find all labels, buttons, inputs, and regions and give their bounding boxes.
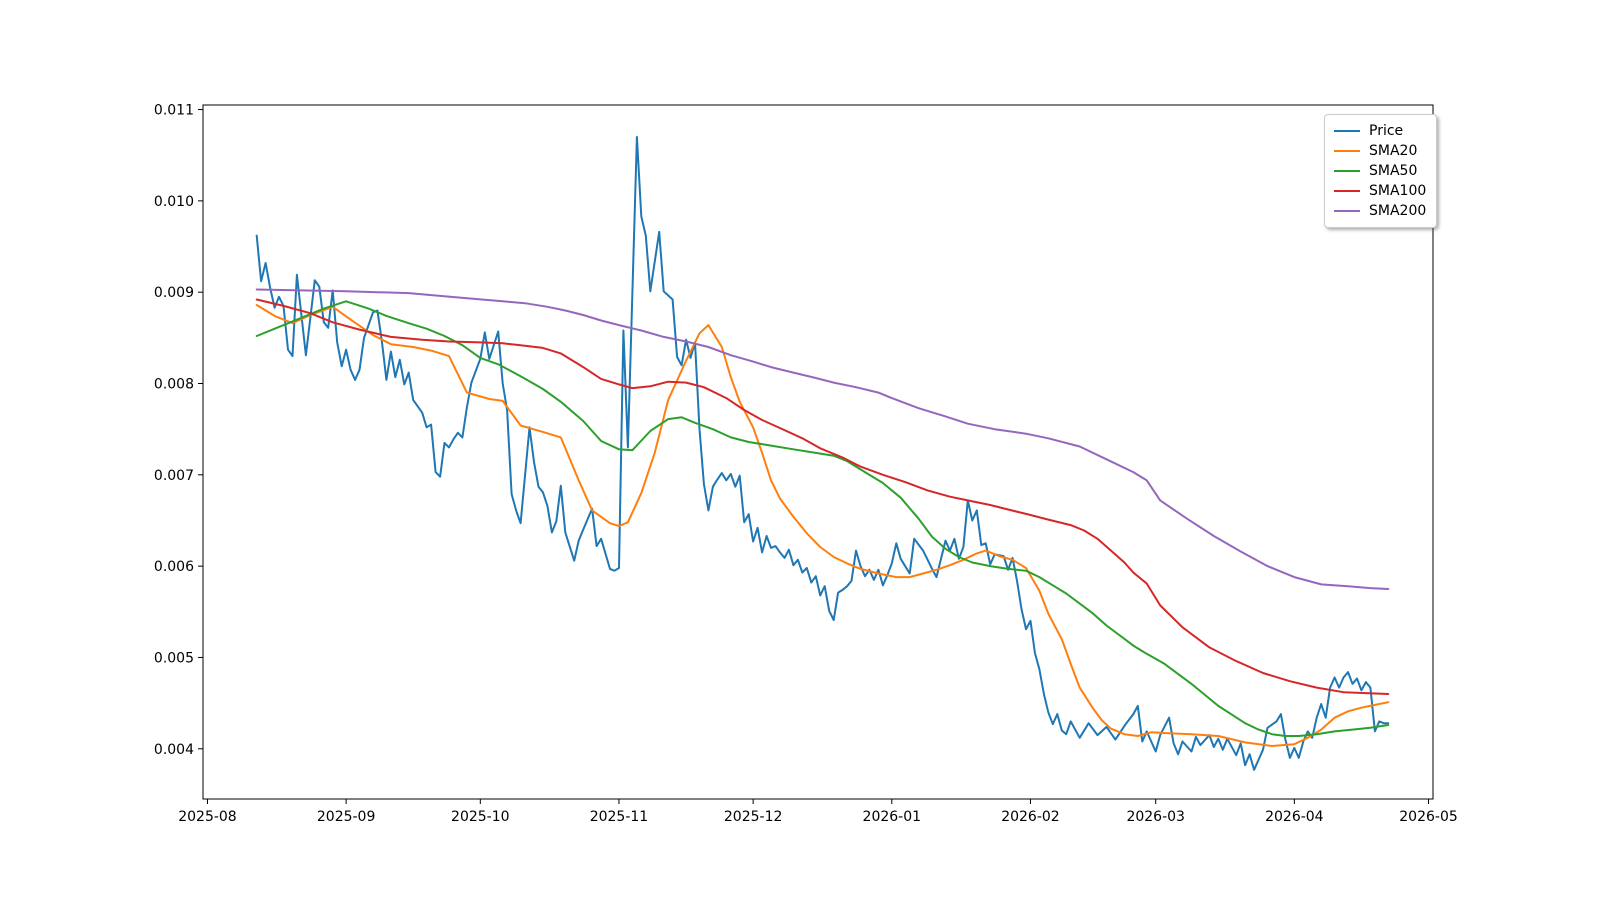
series-line-sma100 [255, 298, 1390, 695]
y-tick-label: 0.004 [154, 742, 194, 758]
chart-legend: Price SMA20 SMA50 SMA100 SMA200 [1324, 114, 1438, 228]
axes-frame [202, 104, 1434, 800]
series-line-sma50 [255, 300, 1390, 737]
legend-entry-sma20: SMA20 [1334, 141, 1426, 161]
legend-line-swatch [1334, 170, 1360, 172]
legend-entry-sma200: SMA200 [1334, 201, 1426, 221]
x-tick-label: 2025-10 [451, 809, 510, 825]
x-tick-label: 2025-12 [724, 809, 783, 825]
legend-label: SMA20 [1369, 143, 1418, 159]
x-tick-label: 2025-11 [590, 809, 649, 825]
series-line-sma20 [255, 304, 1390, 747]
legend-label: SMA100 [1369, 183, 1427, 199]
y-tick-label: 0.010 [154, 194, 194, 210]
x-tick-label: 2026-04 [1265, 809, 1324, 825]
y-tick-label: 0.009 [154, 285, 194, 301]
legend-line-swatch [1334, 150, 1360, 152]
y-tick-label: 0.006 [154, 559, 194, 575]
y-tick-label: 0.005 [154, 650, 194, 666]
legend-line-swatch [1334, 210, 1360, 212]
x-tick-label: 2026-05 [1399, 809, 1458, 825]
legend-entry-sma100: SMA100 [1334, 181, 1426, 201]
legend-line-swatch [1334, 130, 1360, 132]
series-line-sma200 [255, 288, 1390, 590]
x-tick-label: 2026-02 [1001, 809, 1060, 825]
x-tick-label: 2025-09 [317, 809, 376, 825]
x-tick-label: 2026-01 [863, 809, 922, 825]
y-tick-label: 0.011 [154, 103, 194, 119]
x-tick-label: 2026-03 [1126, 809, 1185, 825]
y-tick-label: 0.007 [154, 468, 194, 484]
legend-label: Price [1369, 123, 1404, 139]
x-tick-label: 2025-08 [178, 809, 237, 825]
legend-line-swatch [1334, 190, 1360, 192]
legend-entry-price: Price [1334, 121, 1426, 141]
legend-label: SMA200 [1369, 203, 1427, 219]
y-tick-label: 0.008 [154, 377, 194, 393]
legend-entry-sma50: SMA50 [1334, 161, 1426, 181]
legend-label: SMA50 [1369, 163, 1418, 179]
